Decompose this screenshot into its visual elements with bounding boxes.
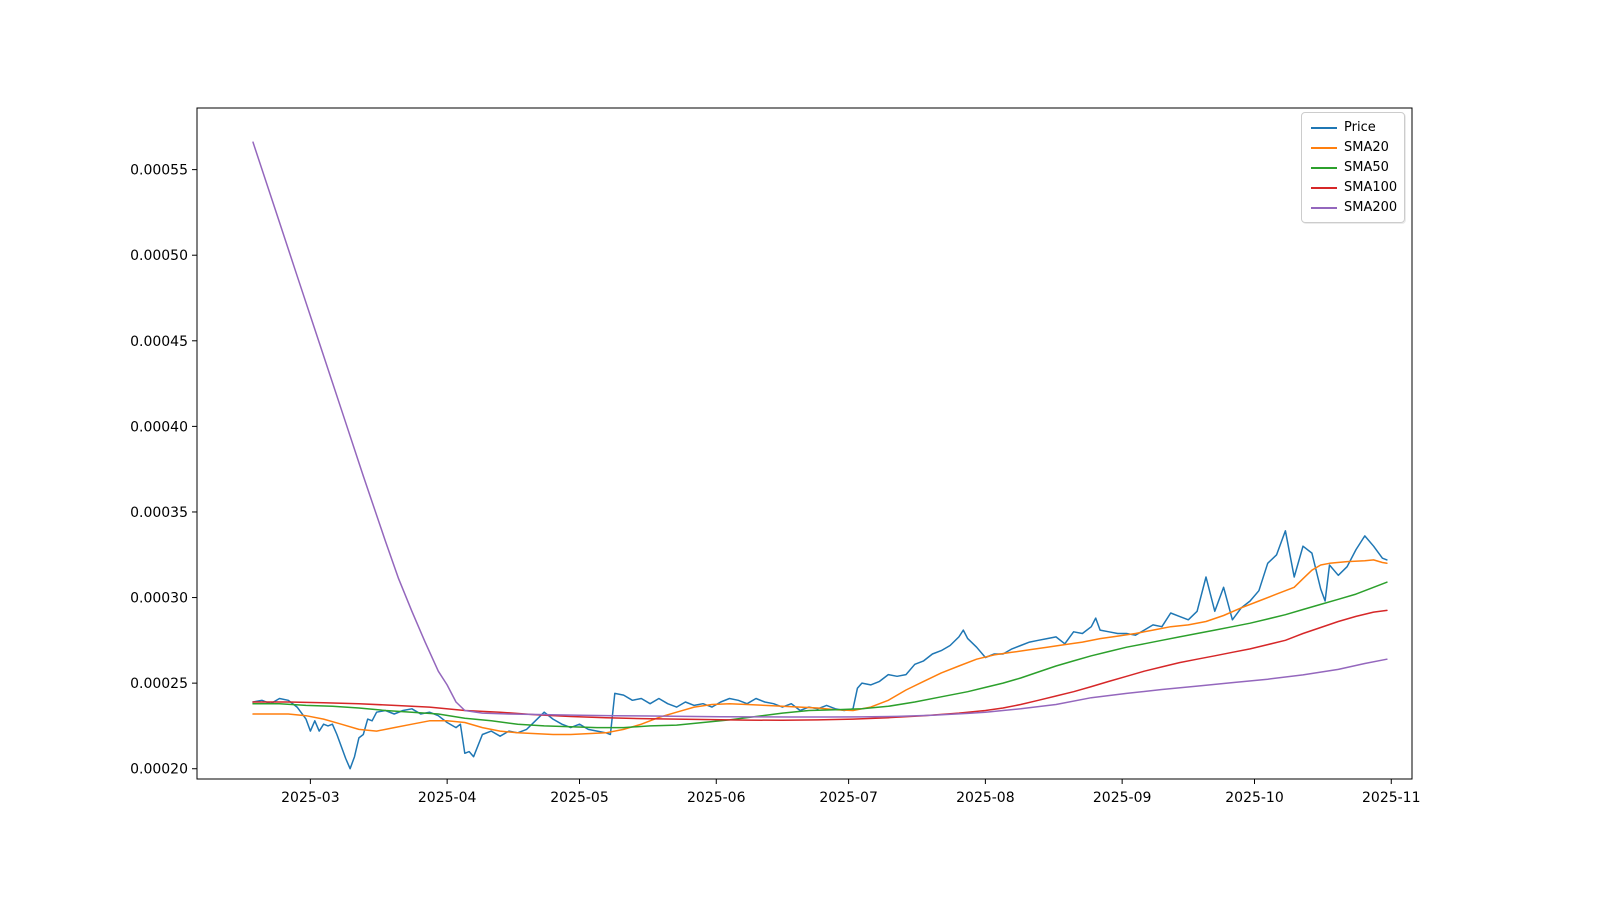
- series-line-sma100: [252, 609, 1388, 722]
- legend-item-price: Price: [1311, 120, 1396, 135]
- plot-border: [196, 107, 1413, 780]
- legend-line-swatch-sma200: [1311, 206, 1337, 209]
- x-tick-label: 2025-10: [1225, 790, 1284, 806]
- x-tick-label: 2025-03: [281, 790, 340, 806]
- legend-label-price: Price: [1344, 120, 1376, 135]
- legend-item-sma50: SMA50: [1311, 160, 1396, 175]
- series-line-sma50: [252, 581, 1388, 729]
- legend-line-swatch-sma20: [1311, 146, 1337, 149]
- legend-item-sma200: SMA200: [1311, 200, 1398, 215]
- y-tick-label: 0.00040: [130, 419, 188, 435]
- y-tick-label: 0.00030: [130, 591, 188, 607]
- legend-label-sma20: SMA20: [1344, 140, 1389, 155]
- series-line-price: [252, 530, 1388, 770]
- y-tick-label: 0.00020: [130, 762, 188, 778]
- x-tick-label: 2025-06: [687, 790, 746, 806]
- legend-line-swatch-sma100: [1311, 186, 1337, 189]
- y-tick-label: 0.00050: [130, 248, 188, 264]
- x-tick-label: 2025-09: [1093, 790, 1152, 806]
- series-line-sma200: [252, 141, 1388, 718]
- legend-label-sma200: SMA200: [1344, 200, 1398, 215]
- legend-item-sma20: SMA20: [1311, 140, 1396, 155]
- legend-line-swatch-sma50: [1311, 166, 1337, 169]
- x-tick-label: 2025-08: [956, 790, 1015, 806]
- y-tick-label: 0.00035: [130, 505, 188, 521]
- y-tick-label: 0.00025: [130, 676, 188, 692]
- legend-label-sma50: SMA50: [1344, 160, 1389, 175]
- legend-line-swatch-price: [1311, 126, 1337, 129]
- y-tick-label: 0.00045: [130, 334, 188, 350]
- x-tick-label: 2025-05: [550, 790, 609, 806]
- legend-item-sma100: SMA100: [1311, 180, 1398, 195]
- x-tick-label: 2025-11: [1362, 790, 1421, 806]
- legend: Price SMA20 SMA50 SMA100 SMA200: [1301, 112, 1405, 223]
- legend-label-sma100: SMA100: [1344, 180, 1398, 195]
- y-tick-label: 0.00055: [130, 163, 188, 179]
- series-line-sma20: [252, 559, 1388, 736]
- x-tick-label: 2025-04: [418, 790, 477, 806]
- x-tick-label: 2025-07: [819, 790, 878, 806]
